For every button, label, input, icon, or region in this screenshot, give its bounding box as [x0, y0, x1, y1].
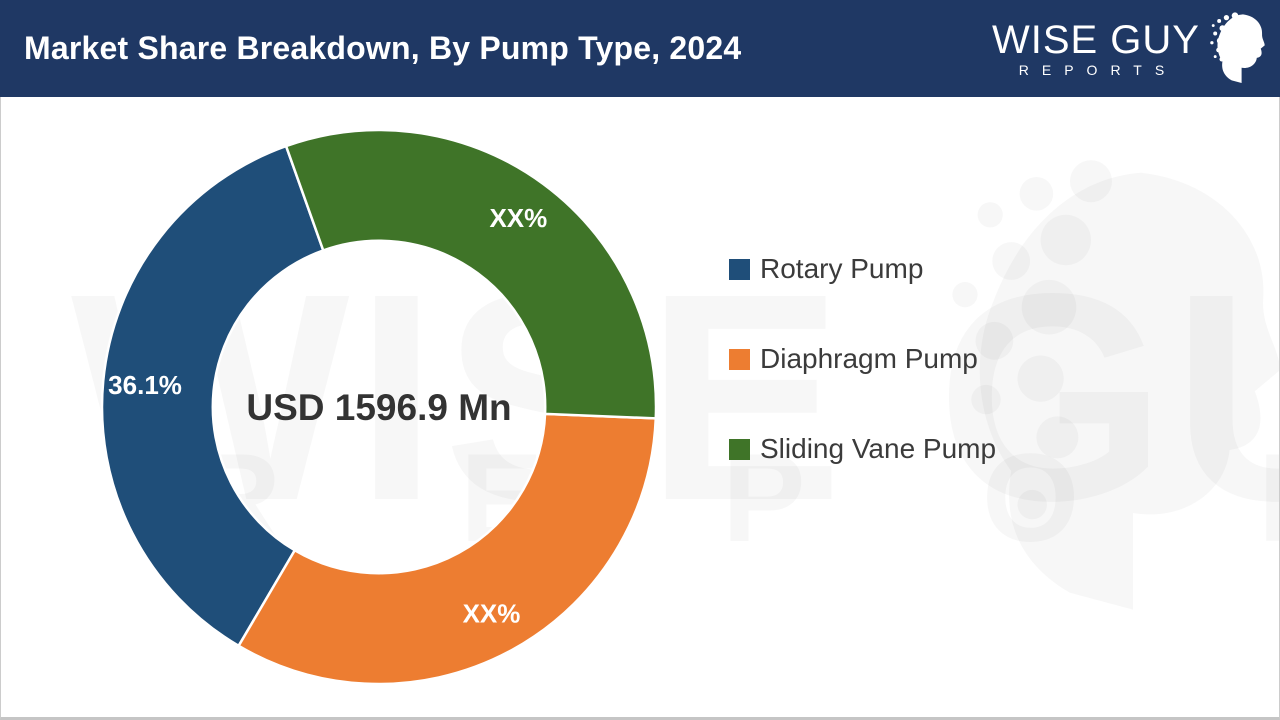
legend-swatch [729, 348, 750, 370]
legend-label: Diaphragm Pump [760, 343, 978, 374]
legend-item-rotary-pump: Rotary Pump [729, 255, 996, 283]
logo-wordmark: WISE GUY [991, 18, 1200, 62]
legend-item-sliding-vane-pump: Sliding Vane Pump [729, 435, 996, 463]
legend-label: Sliding Vane Pump [760, 433, 997, 464]
donut-slice-rotary-pump [100, 144, 325, 648]
legend-swatch [729, 258, 750, 280]
legend-swatch [729, 438, 750, 460]
wiseguy-logo-text: WISE GUY REPORTS [992, 18, 1200, 78]
slice-percent-label: XX% [489, 203, 547, 233]
slice-percent-label: 36.1% [108, 370, 182, 400]
chart-legend: Rotary Pump Diaphragm Pump Sliding Vane … [729, 255, 996, 463]
chart-canvas: WISE GUY R E P O R T S 36.1%XX%XX%USD 15… [0, 97, 1280, 720]
header-bar: Market Share Breakdown, By Pump Type, 20… [0, 0, 1280, 97]
wiseguy-logo-face-icon [1210, 12, 1265, 83]
donut-center-value: USD 1596.9 Mn [246, 387, 511, 428]
logo-subtitle: REPORTS [1018, 62, 1178, 78]
wiseguy-logo: WISE GUY REPORTS [992, 6, 1268, 90]
donut-slice-diaphragm-pump [237, 412, 658, 686]
slice-percent-label: XX% [463, 598, 521, 628]
legend-label: Rotary Pump [760, 253, 924, 284]
donut-chart: 36.1% XX% XX% USD 1596.9 Mn [100, 128, 658, 686]
donut-slice-sliding-vane-pump [284, 128, 658, 420]
legend-item-diaphragm-pump: Diaphragm Pump [729, 345, 996, 373]
page-title: Market Share Breakdown, By Pump Type, 20… [24, 30, 742, 66]
